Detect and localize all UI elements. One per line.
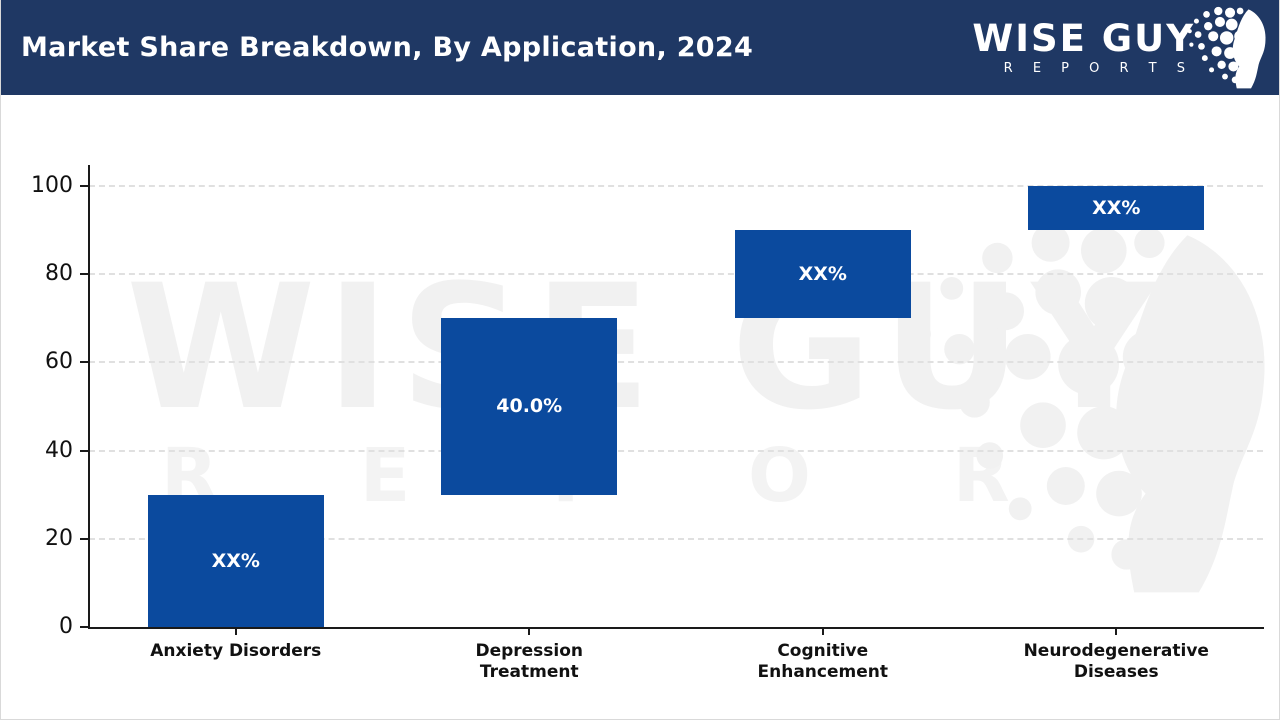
logo-wordmark-sub: R E P O R T S [1003, 61, 1193, 76]
y-axis-tick-label: 60 [45, 349, 73, 375]
gridline-20 [89, 537, 1263, 540]
logo-wordmark: WISE GUY R E P O R T S [972, 19, 1195, 77]
x-axis-spine [88, 627, 1264, 629]
gridline-80 [89, 273, 1263, 276]
y-axis-tick-mark [80, 626, 88, 628]
x-axis-category-line: Neurodegenerative [1023, 641, 1209, 661]
header: Market Share Breakdown, By Application, … [1, 0, 1279, 95]
y-axis-tick-mark [80, 273, 88, 276]
bar-value-label: 40.0% [496, 395, 563, 418]
wise-guy-reports-logo: WISE GUY R E P O R T S [972, 6, 1269, 90]
x-axis-category-line: Enhancement [757, 662, 888, 682]
y-axis-tick-mark [80, 449, 88, 452]
chart-title: Market Share Breakdown, By Application, … [21, 32, 754, 63]
y-axis-spine [88, 165, 90, 629]
bar-value-label: XX% [211, 549, 260, 572]
bar-value-label: XX% [1092, 197, 1141, 220]
logo-head-icon [1187, 6, 1266, 89]
gridline-100 [89, 185, 1263, 187]
x-axis-tick-mark [1115, 627, 1118, 635]
bar-value-label: XX% [798, 263, 847, 286]
y-axis-tick-mark [80, 361, 88, 364]
x-axis-category-label: Depression Treatment [399, 641, 659, 683]
gridline-40 [89, 449, 1263, 452]
bar-segment: XX% [734, 230, 911, 319]
bar-segment: XX% [147, 494, 324, 627]
x-axis-category-line: Cognitive [777, 641, 869, 661]
logo-wordmark-main: WISE GUY [972, 17, 1195, 60]
y-axis-tick-label: 80 [45, 261, 73, 287]
x-axis-tick-mark [234, 627, 237, 635]
x-axis-tick-mark [821, 627, 824, 635]
x-axis-category-line: Anxiety Disorders [150, 641, 322, 661]
y-axis-tick-mark [80, 537, 88, 540]
x-axis-category-label: Neurodegenerative Diseases [986, 641, 1246, 683]
y-axis-tick-mark [80, 185, 88, 187]
x-axis-category-line: Diseases [1073, 662, 1159, 682]
x-axis-category-label: Anxiety Disorders [106, 641, 366, 662]
x-axis-tick-mark [528, 627, 531, 635]
bar-segment: XX% [1028, 186, 1205, 231]
bar-segment: 40.0% [441, 318, 618, 495]
x-axis-category-line: Treatment [479, 662, 579, 682]
watermark-head-icon [911, 223, 1265, 593]
x-axis-category-line: Depression [475, 641, 584, 661]
y-axis-tick-label: 20 [45, 525, 73, 551]
y-axis-tick-label: 100 [31, 173, 73, 198]
gridline-60 [89, 361, 1263, 364]
y-axis-tick-label: 0 [59, 614, 73, 639]
y-axis-tick-label: 40 [45, 437, 73, 463]
x-axis-category-label: Cognitive Enhancement [693, 641, 953, 683]
